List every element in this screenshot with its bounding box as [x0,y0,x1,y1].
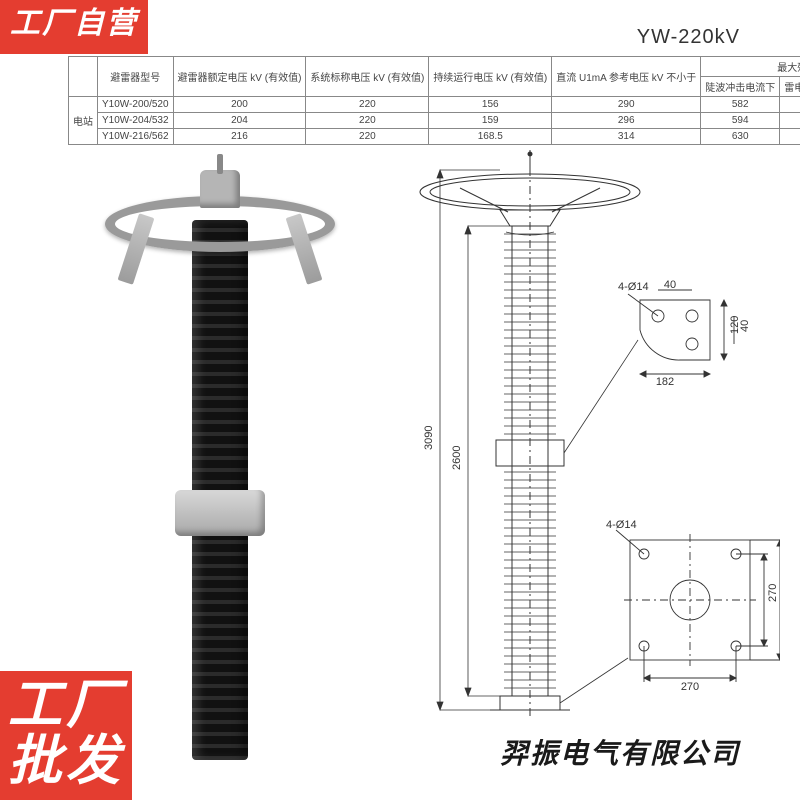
spec-table: 避雷器型号 避雷器额定电压 kV (有效值) 系统标称电压 kV (有效值) 持… [68,56,800,145]
base-inner-w: 270 [681,681,699,693]
technical-drawing: 3090 2600 4-Ø [400,140,780,780]
flange-detail [628,290,734,377]
flange-hole-spec: 4-Ø14 [618,281,649,293]
flange-w: 182 [656,376,674,388]
photo-top-spike [217,154,223,174]
photo-mid-clamp [175,490,265,536]
th-rated: 避雷器额定电压 kV (有效值) [173,57,306,97]
spec-table-head: 避雷器型号 避雷器额定电压 kV (有效值) 系统标称电压 kV (有效值) 持… [69,57,800,97]
badge-bottom-line1: 工厂 [8,677,124,734]
drawing-svg: 3090 2600 4-Ø [400,140,780,780]
base-plate-detail [616,530,780,694]
th-dc: 直流 U1mA 参考电压 kV 不小于 [552,57,701,97]
dim-text-body: 2600 [451,446,463,470]
th-model: 避雷器型号 [98,57,174,97]
flange-hp: 40 [664,279,676,291]
dim-body-height [465,226,510,696]
th-system: 系统标称电压 kV (有效值) [306,57,429,97]
badge-factory-direct: 工厂自营 [0,0,148,54]
dim-text-overall: 3090 [423,426,435,450]
photo-top-cap [200,170,240,208]
model-title: YW-220kV [637,26,740,49]
table-row: Y10W-204/532 204 220 159 296 594 532 452 [69,113,800,129]
row-category: 电站 [69,97,98,145]
badge-top-text: 工厂自营 [10,8,138,40]
spec-table-body: 电站 Y10W-200/520 200 220 156 290 582 520 … [69,97,800,145]
dim-overall-height [437,170,500,710]
badge-factory-wholesale: 工厂 批发 [0,671,132,800]
badge-bottom-line2: 批发 [8,733,124,790]
base-hole-spec: 4-Ø14 [606,519,637,531]
flange-vp: 40 [739,320,751,332]
base-inner-h: 270 [767,584,779,602]
th-category [69,57,98,97]
th-residual: 最大残压 kV (峰值) [701,57,800,77]
th-res-steep: 陡波冲击电流下 [701,77,780,97]
th-res-light: 雷电冲击电流下 [780,77,800,97]
company-name: 羿振电气有限公司 [500,732,740,772]
table-row: 电站 Y10W-200/520 200 220 156 290 582 520 … [69,97,800,113]
th-cont: 持续运行电压 kV (有效值) [429,57,552,97]
